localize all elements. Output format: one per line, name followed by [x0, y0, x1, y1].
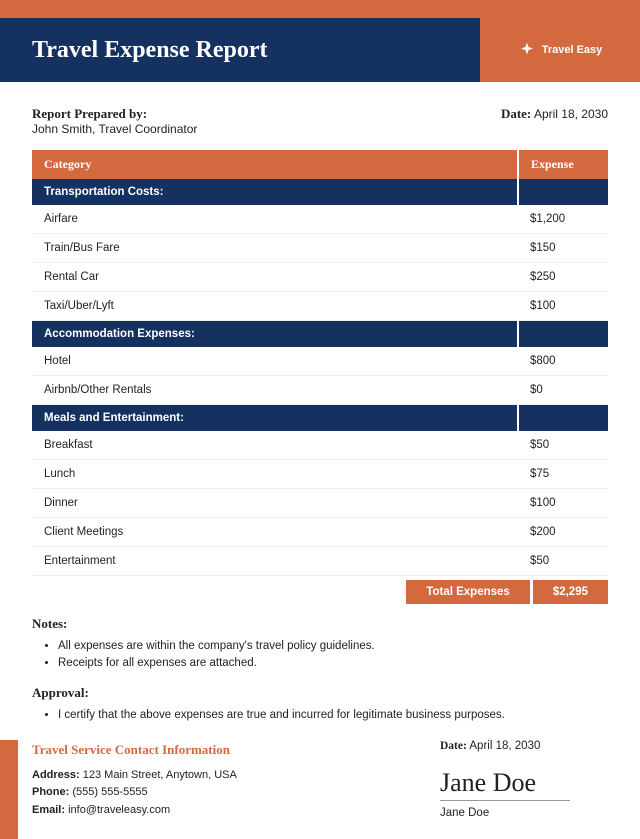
top-accent-bar	[0, 0, 640, 18]
table-row: Airbnb/Other Rentals$0	[32, 376, 608, 405]
email-value: info@traveleasy.com	[68, 804, 170, 816]
contact-title: Travel Service Contact Information	[32, 740, 440, 761]
table-row: Dinner$100	[32, 489, 608, 518]
list-item: All expenses are within the company's tr…	[58, 638, 608, 655]
signature-name: Jane Doe	[440, 800, 570, 819]
list-item: I certify that the above expenses are tr…	[58, 707, 608, 724]
col-category: Category	[32, 150, 518, 179]
signature-script: Jane Doe	[440, 768, 608, 798]
sign-date-label: Date:	[440, 740, 467, 752]
table-row: Lunch$75	[32, 460, 608, 489]
total-row: Total Expenses $2,295	[32, 580, 608, 604]
total-value: $2,295	[533, 580, 608, 604]
table-row: Breakfast$50	[32, 431, 608, 460]
sign-date-value: April 18, 2030	[469, 740, 540, 752]
approval-list: I certify that the above expenses are tr…	[32, 707, 608, 724]
table-row: Train/Bus Fare$150	[32, 234, 608, 263]
section-header: Meals and Entertainment:	[32, 405, 608, 432]
footer: Travel Service Contact Information Addre…	[0, 740, 640, 839]
prepared-by-label: Report Prepared by:	[32, 106, 147, 121]
table-row: Taxi/Uber/Lyft$100	[32, 292, 608, 321]
table-row: Entertainment$50	[32, 547, 608, 576]
total-label: Total Expenses	[406, 580, 530, 604]
report-meta: Report Prepared by: John Smith, Travel C…	[32, 106, 608, 136]
notes-section: Notes: All expenses are within the compa…	[32, 616, 608, 673]
expense-table: Category Expense Transportation Costs:Ai…	[32, 150, 608, 576]
compass-icon	[518, 41, 536, 59]
table-row: Client Meetings$200	[32, 518, 608, 547]
approval-section: Approval: I certify that the above expen…	[32, 685, 608, 724]
header: Travel Expense Report Travel Easy	[0, 18, 640, 88]
brand-name: Travel Easy	[542, 44, 603, 56]
notes-list: All expenses are within the company's tr…	[32, 638, 608, 673]
email-label: Email:	[32, 804, 65, 816]
signature-block: Date: April 18, 2030 Jane Doe Jane Doe	[440, 740, 640, 839]
address-value: 123 Main Street, Anytown, USA	[83, 769, 237, 781]
phone-value: (555) 555-5555	[72, 786, 147, 798]
phone-label: Phone:	[32, 786, 69, 798]
contact-info: Travel Service Contact Information Addre…	[0, 740, 440, 839]
brand-logo: Travel Easy	[480, 18, 640, 82]
date-label: Date:	[501, 106, 531, 121]
section-header: Transportation Costs:	[32, 179, 608, 205]
list-item: Receipts for all expenses are attached.	[58, 655, 608, 672]
table-row: Hotel$800	[32, 347, 608, 376]
date-value: April 18, 2030	[534, 107, 608, 121]
page-title: Travel Expense Report	[32, 37, 268, 64]
table-header: Category Expense	[32, 150, 608, 179]
address-label: Address:	[32, 769, 80, 781]
notes-title: Notes:	[32, 616, 608, 632]
table-row: Airfare$1,200	[32, 205, 608, 234]
col-expense: Expense	[518, 150, 608, 179]
section-header: Accommodation Expenses:	[32, 321, 608, 348]
content: Report Prepared by: John Smith, Travel C…	[0, 88, 640, 724]
prepared-by-value: John Smith, Travel Coordinator	[32, 122, 197, 136]
approval-title: Approval:	[32, 685, 608, 701]
table-row: Rental Car$250	[32, 263, 608, 292]
